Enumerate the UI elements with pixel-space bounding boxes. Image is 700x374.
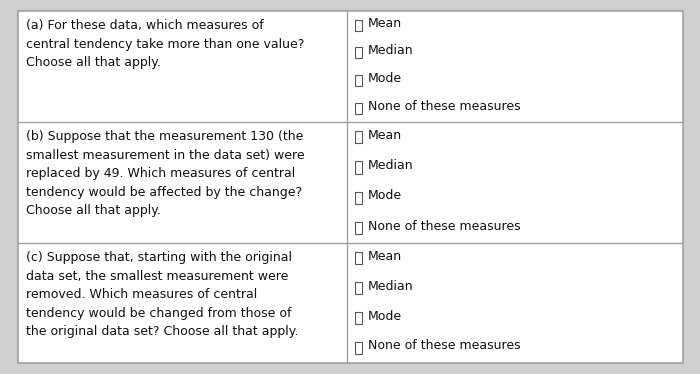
Text: Mode: Mode (368, 189, 402, 202)
Text: (a) For these data, which measures of
central tendency take more than one value?: (a) For these data, which measures of ce… (26, 19, 304, 70)
Bar (355, 312, 362, 324)
Bar (355, 131, 362, 143)
Text: Median: Median (368, 45, 413, 57)
Text: Mode: Mode (368, 310, 402, 323)
Text: Mean: Mean (368, 129, 402, 142)
Bar (355, 47, 362, 58)
Text: Mean: Mean (368, 250, 402, 263)
Bar (355, 252, 362, 264)
Text: Mean: Mean (368, 17, 402, 30)
Bar (355, 102, 362, 114)
Bar (355, 75, 362, 86)
Text: (c) Suppose that, starting with the original
data set, the smallest measurement : (c) Suppose that, starting with the orig… (26, 251, 298, 338)
Bar (355, 222, 362, 234)
Bar (355, 342, 362, 354)
Bar (355, 282, 362, 294)
Text: (b) Suppose that the measurement 130 (the
smallest measurement in the data set) : (b) Suppose that the measurement 130 (th… (26, 130, 304, 217)
Bar (355, 161, 362, 174)
Text: Mode: Mode (368, 72, 402, 85)
Bar (355, 192, 362, 204)
Text: None of these measures: None of these measures (368, 340, 520, 352)
Text: None of these measures: None of these measures (368, 220, 520, 233)
Text: Median: Median (368, 159, 413, 172)
Bar (355, 19, 362, 31)
Text: Median: Median (368, 280, 413, 293)
Text: None of these measures: None of these measures (368, 100, 520, 113)
